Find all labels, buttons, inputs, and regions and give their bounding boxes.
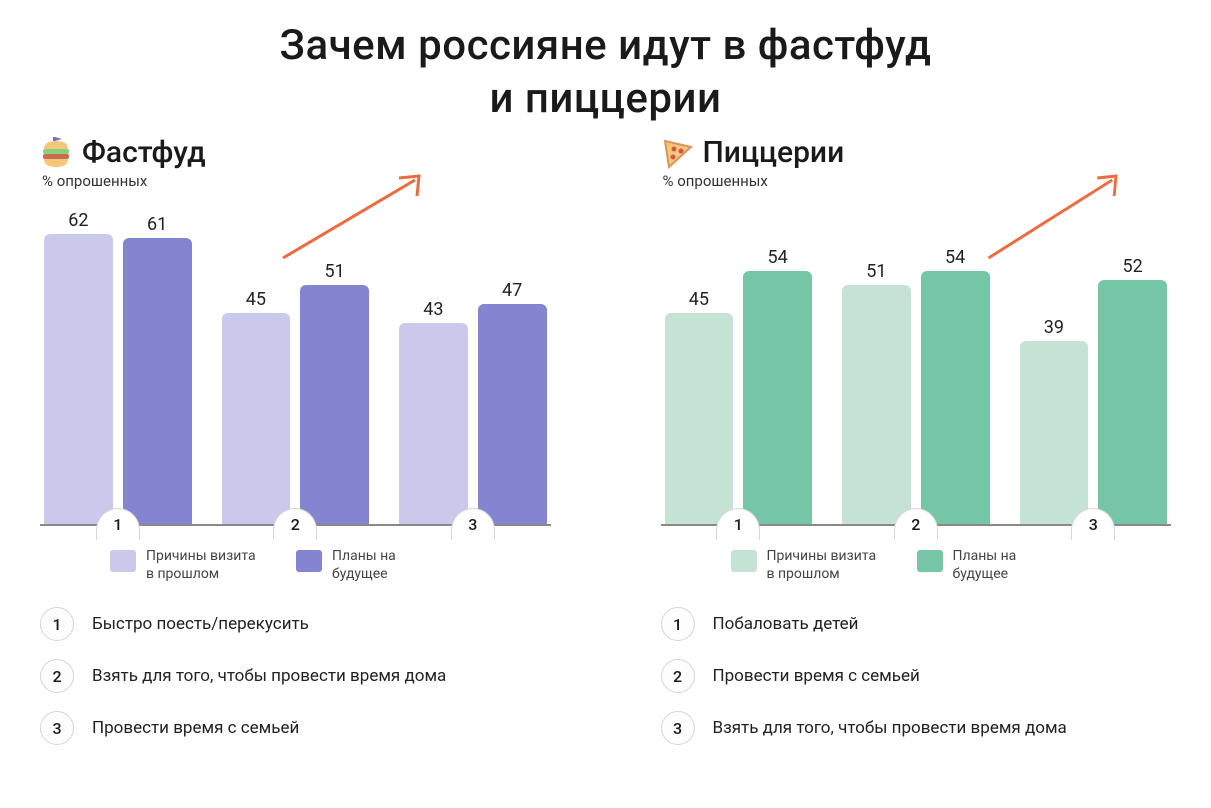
legend-label: Причины визита в прошлом <box>146 548 256 583</box>
legend-swatch <box>917 550 943 572</box>
reasons-list: 1 Побаловать детей 2 Провести время с семье… <box>661 607 1172 745</box>
reason-item: 3 Взять для того, чтобы провести время до… <box>661 711 1172 745</box>
reason-item: 3 Провести время с семьей <box>40 711 551 745</box>
bar-past: 45 <box>665 313 734 524</box>
bar-group: 51542 <box>842 196 990 524</box>
bar-value: 54 <box>768 247 788 268</box>
bar-past: 62 <box>44 234 113 525</box>
chart-legend: Причины визита в прошлом Планы на будущее <box>110 548 551 583</box>
reason-item: 1 Побаловать детей <box>661 607 1172 641</box>
bar-value: 62 <box>68 210 88 231</box>
legend-item: Причины визита в прошлом <box>110 548 256 583</box>
reason-text: Быстро поесть/перекусить <box>92 614 309 634</box>
bar-past: 39 <box>1020 341 1089 524</box>
bar-future: 51 <box>300 285 369 524</box>
title-line-1: Зачем россияне идут в фастфуд <box>279 21 931 70</box>
bar-value: 54 <box>945 247 965 268</box>
bar-group: 45541 <box>665 196 813 524</box>
bar-chart: 455415154239523 <box>661 196 1172 526</box>
pizzeria-panel: Пиццерии% опрошенных455415154239523 Прич… <box>661 135 1172 745</box>
panel-subtitle: % опрошенных <box>42 172 551 190</box>
reason-item: 1 Быстро поесть/перекусить <box>40 607 551 641</box>
legend-swatch <box>296 550 322 572</box>
reason-number: 2 <box>40 659 74 693</box>
reasons-list: 1 Быстро поесть/перекусить 2 Взять для того… <box>40 607 551 745</box>
panel-header: Пиццерии <box>661 135 1172 170</box>
bar-value: 52 <box>1123 256 1143 277</box>
bar-group: 62611 <box>44 196 192 524</box>
bar-past: 45 <box>222 313 291 524</box>
reason-number: 1 <box>40 607 74 641</box>
bar-future: 54 <box>921 271 990 524</box>
bar-past: 51 <box>842 285 911 524</box>
page-title: Зачем россияне идут в фастфуд и пиццерии <box>40 20 1171 125</box>
panel-header: Фастфуд <box>40 135 551 170</box>
bar-chart: 626114551243473 <box>40 196 551 526</box>
legend-label: Планы на будущее <box>332 548 442 583</box>
bar-value: 51 <box>325 261 345 282</box>
reason-text: Взять для того, чтобы провести время дом… <box>713 718 1067 738</box>
reason-item: 2 Взять для того, чтобы провести время до… <box>40 659 551 693</box>
bar-value: 39 <box>1044 317 1064 338</box>
panel-title: Фастфуд <box>82 135 206 170</box>
bar-future: 54 <box>743 271 812 524</box>
reason-number: 2 <box>661 659 695 693</box>
legend-item: Причины визита в прошлом <box>731 548 877 583</box>
legend-swatch <box>731 550 757 572</box>
bar-value: 43 <box>423 299 443 320</box>
bar-past: 43 <box>399 323 468 524</box>
fastfood-panel: Фастфуд% опрошенных626114551243473 Причи… <box>40 135 551 745</box>
legend-label: Причины визита в прошлом <box>767 548 877 583</box>
reason-number: 3 <box>40 711 74 745</box>
reason-text: Взять для того, чтобы провести время дом… <box>92 666 446 686</box>
legend-item: Планы на будущее <box>917 548 1063 583</box>
burger-icon <box>40 137 72 169</box>
bar-group: 39523 <box>1020 196 1168 524</box>
bar-group: 45512 <box>222 196 370 524</box>
reason-item: 2 Провести время с семьей <box>661 659 1172 693</box>
bar-future: 52 <box>1098 280 1167 524</box>
reason-text: Побаловать детей <box>713 614 859 634</box>
chart-legend: Причины визита в прошлом Планы на будущее <box>731 548 1172 583</box>
bar-value: 61 <box>147 214 167 235</box>
bar-value: 45 <box>689 289 709 310</box>
legend-item: Планы на будущее <box>296 548 442 583</box>
pizza-icon <box>661 137 693 169</box>
bar-group: 43473 <box>399 196 547 524</box>
legend-label: Планы на будущее <box>953 548 1063 583</box>
reason-text: Провести время с семьей <box>713 666 920 686</box>
panel-subtitle: % опрошенных <box>663 172 1172 190</box>
legend-swatch <box>110 550 136 572</box>
bar-value: 51 <box>866 261 886 282</box>
reason-number: 3 <box>661 711 695 745</box>
reason-number: 1 <box>661 607 695 641</box>
bar-value: 47 <box>502 280 522 301</box>
panel-title: Пиццерии <box>703 135 845 170</box>
bar-future: 61 <box>123 238 192 524</box>
title-line-2: и пиццерии <box>489 74 721 123</box>
reason-text: Провести время с семьей <box>92 718 299 738</box>
panels-container: Фастфуд% опрошенных626114551243473 Причи… <box>40 135 1171 745</box>
bar-value: 45 <box>246 289 266 310</box>
bar-future: 47 <box>478 304 547 524</box>
